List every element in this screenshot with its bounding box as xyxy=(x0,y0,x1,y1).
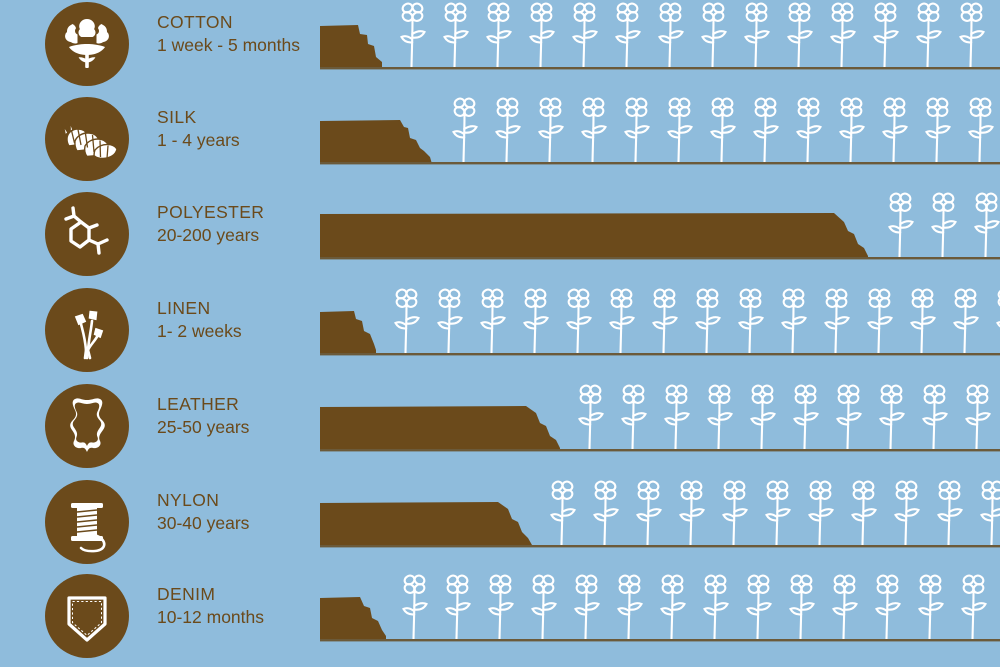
material-row-silk: SILK 1 - 4 years xyxy=(0,95,1000,190)
label-block-leather: LEATHER 25-50 years xyxy=(157,394,332,437)
ground-line xyxy=(320,257,1000,260)
material-decomposition-time: 10-12 months xyxy=(157,606,265,627)
soil-mound xyxy=(320,311,376,355)
thread-spool-icon xyxy=(45,480,129,564)
flower-field xyxy=(551,480,1000,545)
flower-field xyxy=(889,192,1000,257)
material-row-leather: LEATHER 25-50 years xyxy=(0,382,1000,477)
label-block-nylon: NYLON 30-40 years xyxy=(157,490,332,533)
material-name: LINEN xyxy=(157,298,211,318)
scene-svg xyxy=(320,95,1000,165)
scene-svg xyxy=(320,478,1000,548)
label-block-denim: DENIM 10-12 months xyxy=(157,584,332,627)
material-decomposition-time: 30-40 years xyxy=(157,512,250,533)
ground-line xyxy=(320,545,1000,548)
decomposition-scene-cotton xyxy=(320,0,1000,95)
pocket-stitch xyxy=(72,601,102,637)
soil-mound xyxy=(320,25,382,69)
material-decomposition-time: 20-200 years xyxy=(157,224,260,245)
material-name: NYLON xyxy=(157,490,220,510)
label-block-polyester: POLYESTER 20-200 years xyxy=(157,202,332,245)
material-row-denim: DENIM 10-12 months xyxy=(0,572,1000,667)
leather-hide-icon xyxy=(45,384,129,468)
material-decomposition-time: 1 week - 5 months xyxy=(157,34,300,55)
scene-svg xyxy=(320,286,1000,356)
label-block-silk: SILK 1 - 4 years xyxy=(157,107,332,150)
material-name: POLYESTER xyxy=(157,202,265,222)
material-name: SILK xyxy=(157,107,197,127)
soil-mound xyxy=(320,406,560,451)
ground-line xyxy=(320,67,1000,70)
scene-svg xyxy=(320,0,1000,70)
flower-field xyxy=(401,2,1000,67)
soil-mound xyxy=(320,597,386,641)
flax-plant-icon xyxy=(45,288,129,372)
cotton-boll-icon xyxy=(45,2,129,86)
decomposition-scene-nylon xyxy=(320,478,1000,573)
flower-field xyxy=(579,384,1000,449)
silkworm-icon xyxy=(45,97,129,181)
flower-field xyxy=(395,288,1000,353)
polymer-molecule-icon xyxy=(45,192,129,276)
material-decomposition-time: 25-50 years xyxy=(157,416,250,437)
decomposition-scene-polyester xyxy=(320,190,1000,285)
material-row-polyester: POLYESTER 20-200 years xyxy=(0,190,1000,285)
denim-pocket-icon xyxy=(45,574,129,658)
decomposition-scene-silk xyxy=(320,95,1000,190)
label-block-linen: LINEN 1- 2 weeks xyxy=(157,298,332,341)
decomposition-scene-leather xyxy=(320,382,1000,477)
material-row-nylon: NYLON 30-40 years xyxy=(0,478,1000,573)
material-decomposition-time: 1- 2 weeks xyxy=(157,320,242,341)
material-name: COTTON xyxy=(157,12,233,32)
material-row-linen: LINEN 1- 2 weeks xyxy=(0,286,1000,381)
scene-svg xyxy=(320,190,1000,260)
ground-line xyxy=(320,162,1000,165)
soil-mound xyxy=(320,502,532,547)
scene-svg xyxy=(320,382,1000,452)
material-decomposition-time: 1 - 4 years xyxy=(157,129,240,150)
material-row-cotton: COTTON 1 week - 5 months xyxy=(0,0,1000,95)
soil-mound xyxy=(320,213,868,259)
material-name: DENIM xyxy=(157,584,216,604)
flower-field xyxy=(453,97,1000,162)
decomposition-scene-linen xyxy=(320,286,1000,381)
decomposition-scene-denim xyxy=(320,572,1000,667)
ground-line xyxy=(320,639,1000,642)
material-name: LEATHER xyxy=(157,394,240,414)
flower-field xyxy=(403,574,1000,639)
ground-line xyxy=(320,449,1000,452)
ground-line xyxy=(320,353,1000,356)
soil-mound xyxy=(320,120,432,164)
label-block-cotton: COTTON 1 week - 5 months xyxy=(157,12,332,55)
hide-inner-outline xyxy=(72,402,102,446)
pocket-outline xyxy=(67,596,107,642)
scene-svg xyxy=(320,572,1000,642)
